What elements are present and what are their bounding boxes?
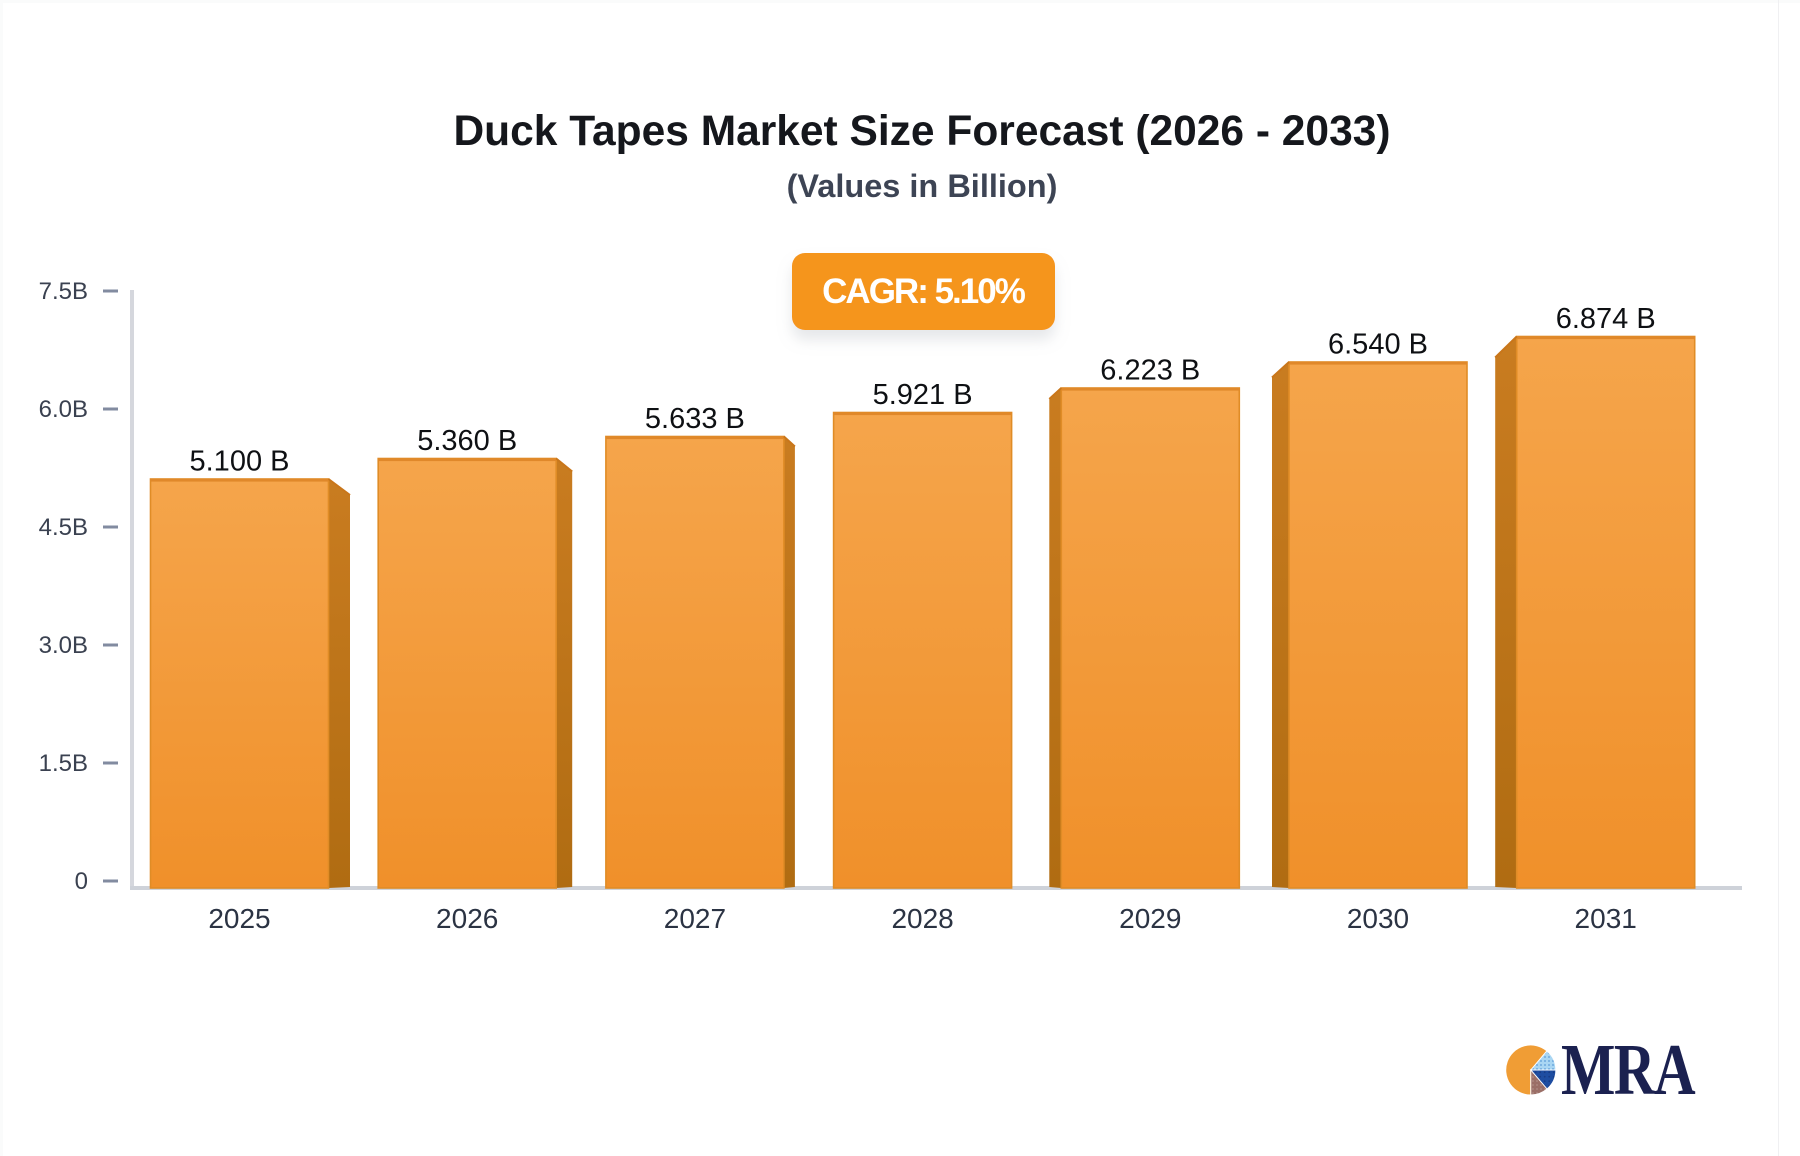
svg-text:2030: 2030	[1347, 903, 1409, 934]
svg-text:2028: 2028	[891, 903, 953, 934]
svg-text:3.0B: 3.0B	[39, 632, 88, 659]
svg-text:1.5B: 1.5B	[39, 750, 88, 777]
svg-text:2029: 2029	[1119, 903, 1181, 934]
svg-text:5.100 B: 5.100 B	[190, 446, 290, 478]
svg-text:0: 0	[75, 868, 88, 895]
svg-text:MRA: MRA	[1561, 1030, 1696, 1111]
svg-text:4.5B: 4.5B	[39, 514, 88, 541]
svg-text:6.874 B: 6.874 B	[1556, 303, 1656, 335]
svg-text:(Values in Billion): (Values in Billion)	[787, 168, 1058, 204]
svg-text:2026: 2026	[436, 903, 498, 934]
svg-text:5.360 B: 5.360 B	[417, 425, 517, 457]
svg-text:6.0B: 6.0B	[39, 396, 88, 423]
svg-text:5.921 B: 5.921 B	[873, 379, 973, 411]
svg-text:6.540 B: 6.540 B	[1328, 329, 1428, 361]
svg-text:5.633 B: 5.633 B	[645, 403, 745, 435]
svg-text:2031: 2031	[1575, 903, 1637, 934]
svg-text:2025: 2025	[208, 903, 270, 934]
svg-text:7.5B: 7.5B	[39, 278, 88, 305]
svg-text:CAGR: 5.10%: CAGR: 5.10%	[822, 272, 1026, 311]
svg-text:Duck Tapes Market Size Forecas: Duck Tapes Market Size Forecast (2026 - …	[453, 108, 1390, 155]
svg-text:2027: 2027	[664, 903, 726, 934]
svg-text:6.223 B: 6.223 B	[1100, 355, 1200, 387]
